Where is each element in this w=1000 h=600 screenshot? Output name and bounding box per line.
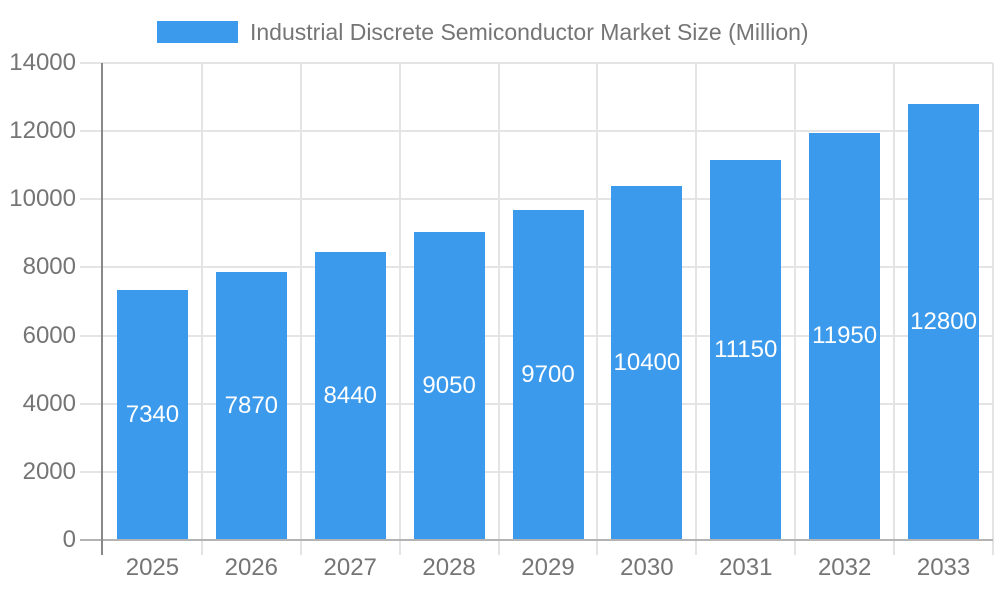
- x-axis-tick-label: 2033: [916, 554, 971, 581]
- y-axis-tick-label: 4000: [22, 389, 76, 417]
- bar-2029[interactable]: [512, 209, 584, 540]
- x-axis-tick-label: 2031: [719, 554, 773, 581]
- y-axis-tick-label: 14000: [9, 49, 76, 76]
- legend-item[interactable]: Industrial Discrete Semiconductor Market…: [157, 19, 809, 45]
- y-axis-tick-label: 6000: [22, 321, 76, 349]
- y-axis-tick-label: 0: [62, 526, 76, 553]
- x-gridline: [695, 63, 698, 555]
- bar-2033[interactable]: [908, 103, 980, 540]
- x-axis-tick-label: 2028: [422, 554, 476, 581]
- y-axis-line: [101, 63, 103, 555]
- legend-label: Industrial Discrete Semiconductor Market…: [250, 19, 809, 45]
- x-gridline: [992, 63, 994, 555]
- x-gridline: [893, 63, 896, 555]
- y-gridline: [80, 130, 993, 133]
- bar-2028[interactable]: [413, 231, 485, 540]
- bar-2031[interactable]: [710, 160, 782, 540]
- x-gridline: [596, 63, 599, 555]
- x-axis-tick-label: 2032: [817, 554, 872, 581]
- x-gridline: [398, 63, 401, 555]
- x-axis-tick-label: 2025: [125, 554, 180, 581]
- bar-2030[interactable]: [611, 185, 683, 540]
- y-gridline: [80, 62, 993, 64]
- y-axis-tick-label: 12000: [9, 117, 76, 145]
- y-axis-tick-label: 8000: [22, 253, 76, 281]
- x-axis-tick-label: 2029: [521, 554, 575, 581]
- x-gridline: [794, 63, 797, 555]
- bar-2026[interactable]: [215, 271, 287, 540]
- y-axis-tick-label: 10000: [9, 185, 76, 213]
- x-axis-line: [80, 539, 993, 541]
- bar-2032[interactable]: [809, 132, 881, 540]
- y-axis-tick-label: 2000: [22, 457, 76, 485]
- bar-2025[interactable]: [116, 289, 188, 540]
- x-gridline: [200, 63, 203, 555]
- x-axis-tick-label: 2030: [620, 554, 674, 581]
- bar-2027[interactable]: [314, 252, 386, 540]
- y-gridline: [80, 198, 993, 201]
- x-axis-tick-label: 2026: [224, 554, 278, 581]
- x-axis-tick-label: 2027: [323, 554, 377, 581]
- legend-swatch-icon: [157, 21, 238, 43]
- x-gridline: [299, 63, 302, 555]
- x-gridline: [497, 63, 500, 555]
